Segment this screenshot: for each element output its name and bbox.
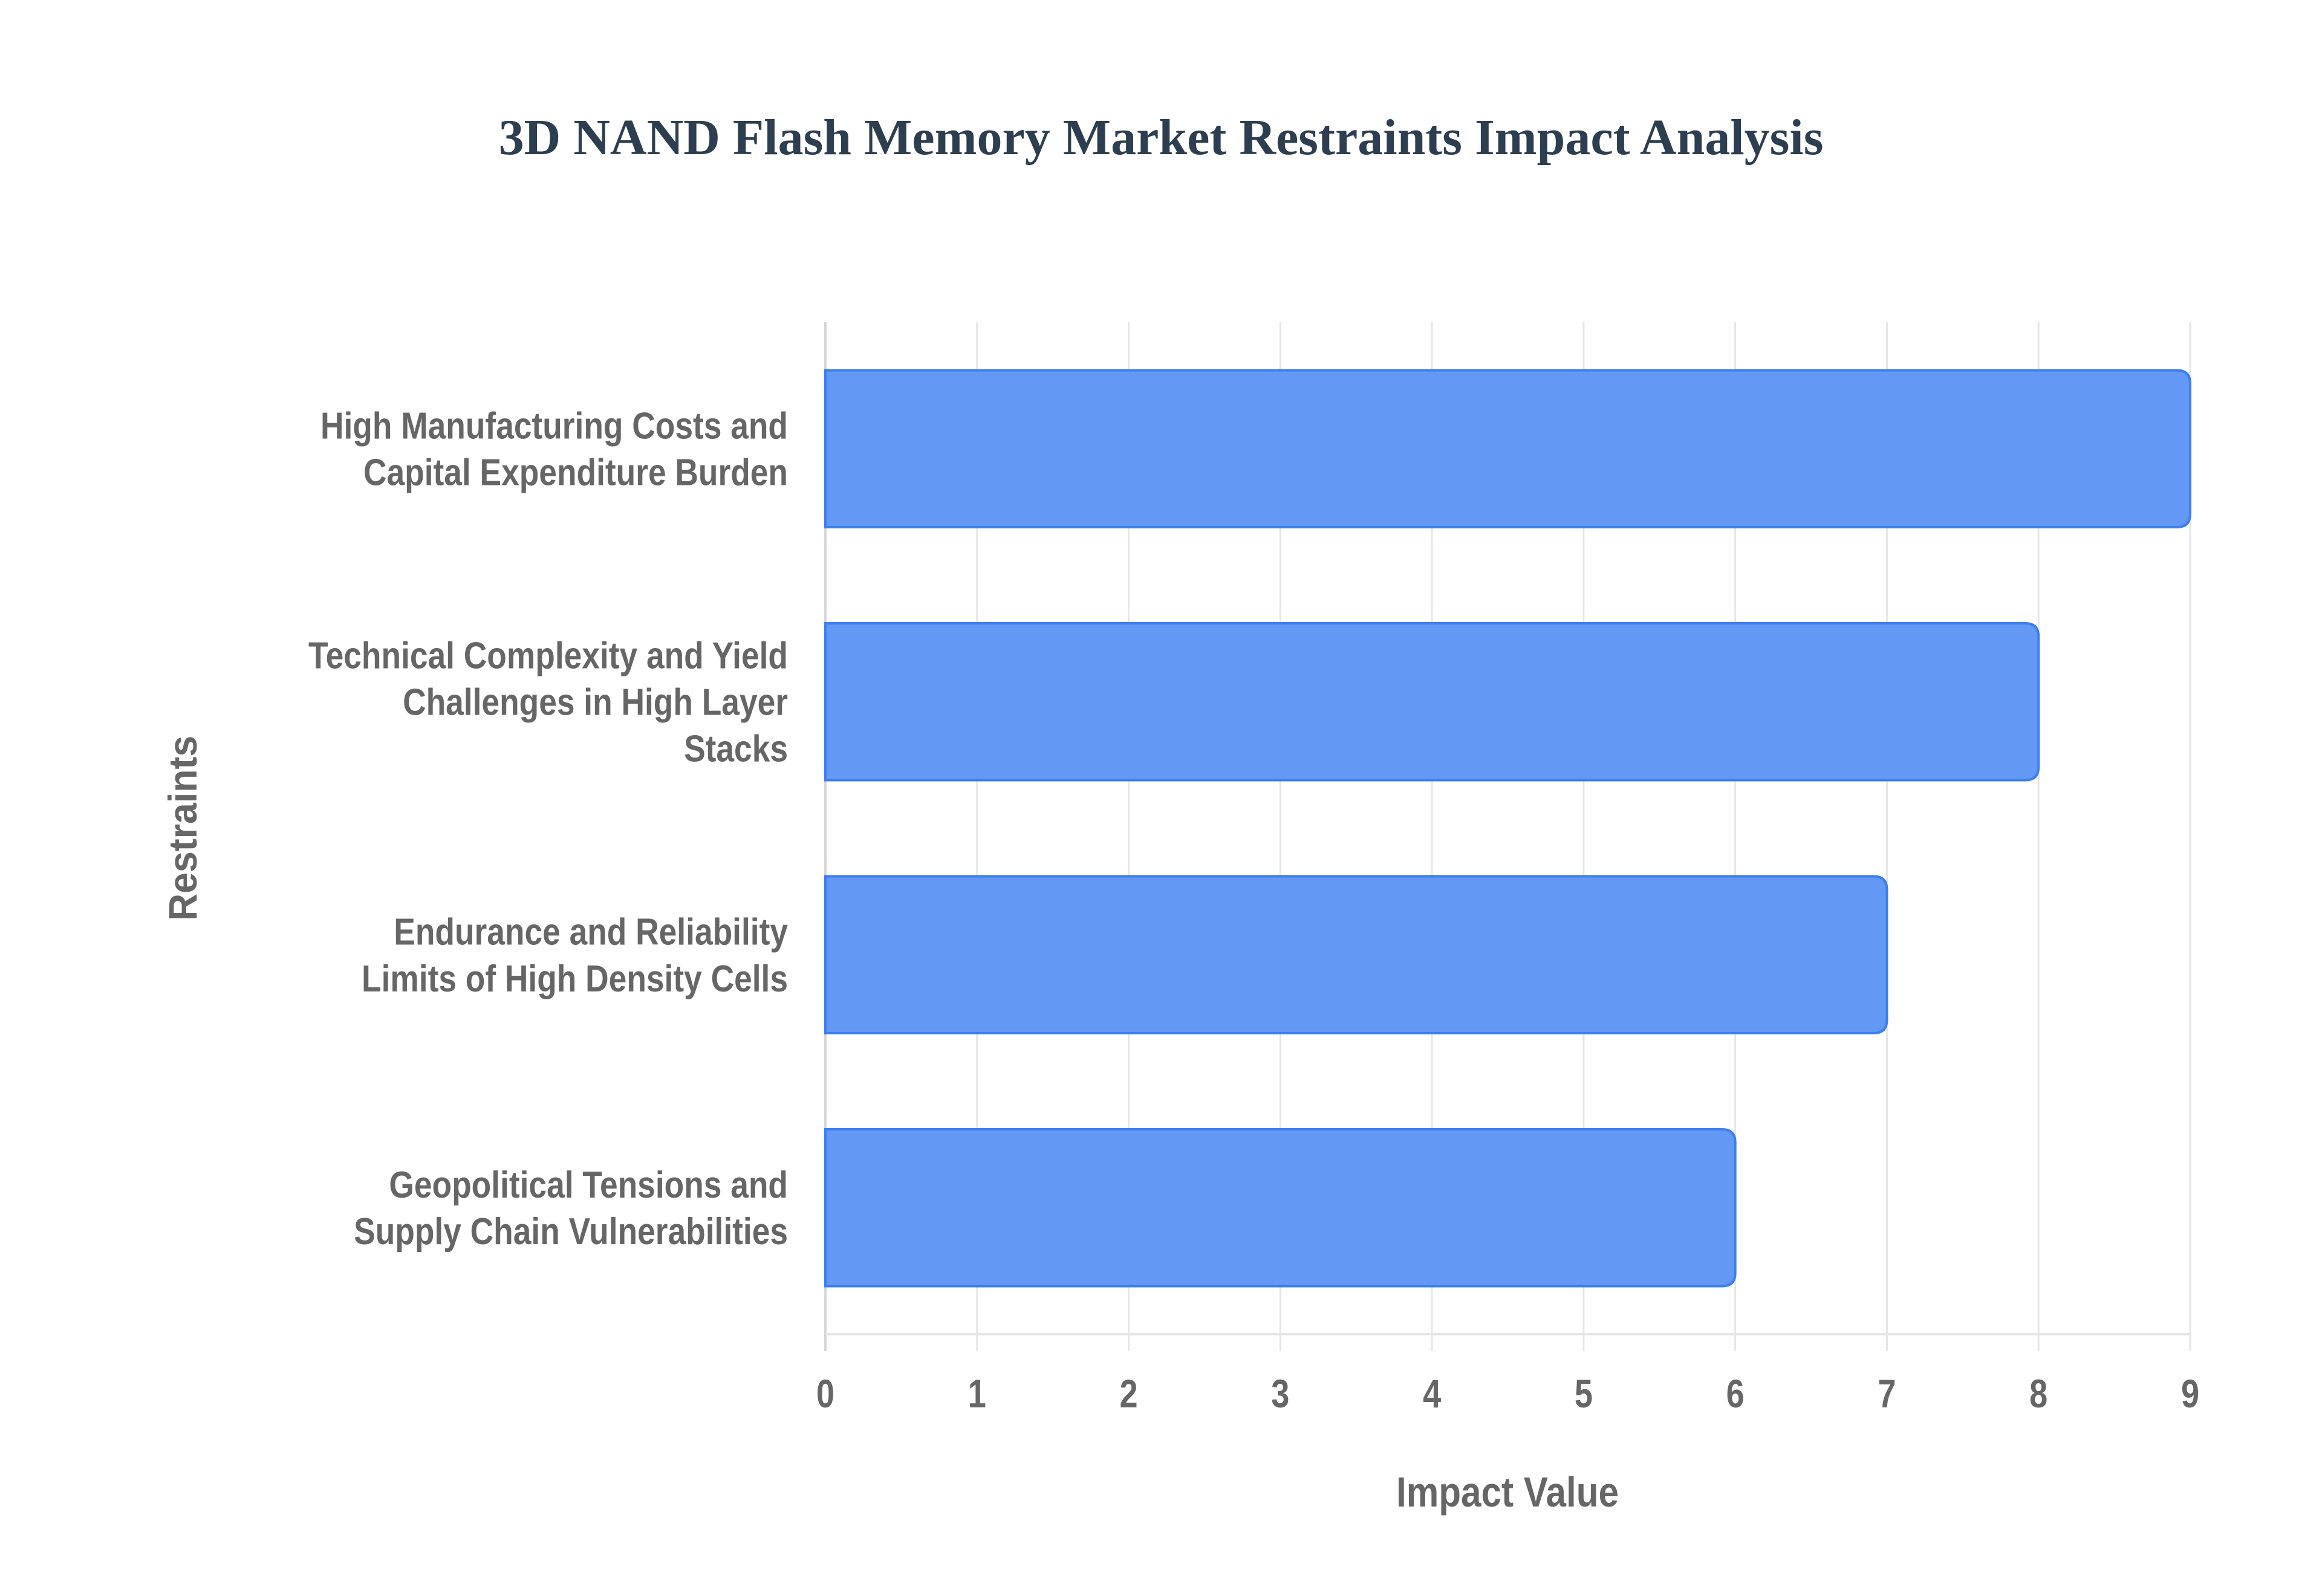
bars [824, 369, 2191, 1288]
y-axis-title: Restraints [161, 736, 206, 921]
x-tick-label: 4 [1423, 1371, 1441, 1416]
category-label-line: Technical Complexity and Yield [308, 635, 788, 677]
x-tick-label: 6 [1726, 1371, 1745, 1416]
category-label-4: Geopolitical Tensions and Supply Chain Vu… [354, 1165, 788, 1253]
x-tick-label: 3 [1271, 1371, 1289, 1416]
bar-3[interactable] [824, 875, 1888, 1034]
x-tick-label: 5 [1575, 1371, 1593, 1416]
category-label-3: Endurance and Reliability Limits of High … [362, 912, 788, 1000]
category-label-line: Endurance and Reliability [394, 912, 788, 953]
category-label-line: Capital Expenditure Burden [363, 452, 788, 494]
x-tick-label: 7 [1878, 1371, 1896, 1416]
x-tick-label: 9 [2181, 1371, 2199, 1416]
x-tick-label: 0 [816, 1371, 834, 1416]
bar-4[interactable] [824, 1128, 1737, 1288]
category-label-1: High Manufacturing Costs and Capital Expe… [320, 406, 788, 494]
x-tick-label: 2 [1120, 1371, 1138, 1416]
x-axis-title: Impact Value [1396, 1468, 1619, 1516]
category-label-line: Limits of High Density Cells [362, 958, 788, 1000]
chart-title: 3D NAND Flash Memory Market Restraints I… [499, 109, 1824, 166]
category-label-line: Geopolitical Tensions and [389, 1165, 788, 1207]
x-tick-label: 1 [968, 1371, 986, 1416]
category-label-line: Challenges in High Layer [403, 682, 788, 724]
category-label-2: Technical Complexity and Yield Challenges… [308, 635, 788, 770]
bar-1[interactable] [824, 369, 2191, 528]
category-label-line: Stacks [684, 728, 788, 770]
y-axis-category-labels: High Manufacturing Costs and Capital Expe… [308, 406, 788, 1253]
x-tick-label: 8 [2029, 1371, 2047, 1416]
x-axis-ticks: 0 1 2 3 4 5 6 7 8 9 [816, 1371, 2199, 1416]
category-label-line: High Manufacturing Costs and [320, 406, 788, 447]
bar-2[interactable] [824, 622, 2040, 782]
category-label-line: Supply Chain Vulnerabilities [354, 1212, 788, 1253]
